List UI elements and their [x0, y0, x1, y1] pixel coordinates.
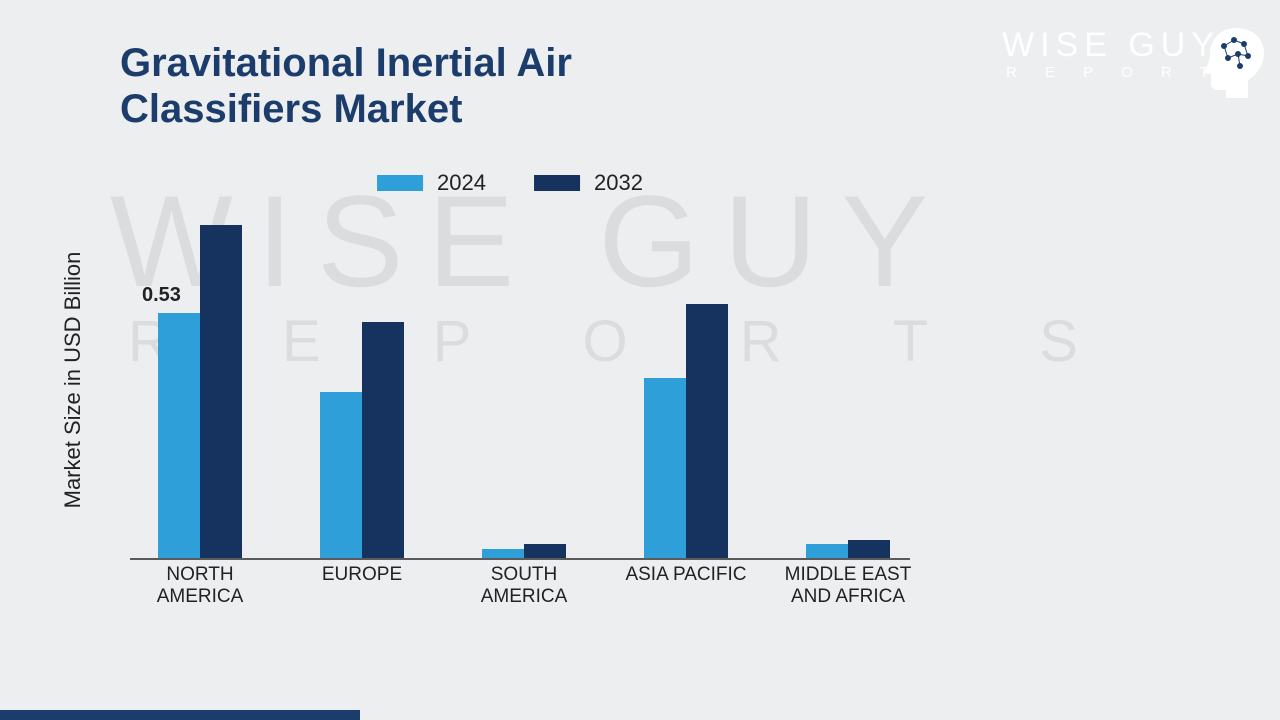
bar-chart: Market Size in USD Billion 2024 2032 0.5…: [100, 170, 920, 650]
legend: 2024 2032: [377, 170, 643, 196]
bar: [524, 544, 566, 558]
legend-item-2024: 2024: [377, 170, 486, 196]
bar: [320, 392, 362, 559]
head-silhouette-icon: [1202, 26, 1268, 100]
right-brand-panel: [1050, 0, 1280, 720]
bar-group: 0.53: [140, 225, 260, 558]
bar: [644, 378, 686, 558]
bar-value-label: 0.53: [142, 284, 181, 307]
bar: [848, 540, 890, 559]
category-label: EUROPE: [297, 564, 427, 586]
bar: [200, 225, 242, 558]
bar: [362, 322, 404, 558]
bar: [806, 544, 848, 558]
bar: [158, 313, 200, 558]
bar: [482, 549, 524, 558]
category-label: NORTH AMERICA: [135, 564, 265, 608]
chart-title: Gravitational Inertial Air Classifiers M…: [120, 40, 770, 132]
bar-group: [302, 322, 422, 558]
bar: [686, 304, 728, 558]
legend-label-2032: 2032: [594, 170, 643, 196]
legend-item-2032: 2032: [534, 170, 643, 196]
legend-label-2024: 2024: [437, 170, 486, 196]
legend-swatch-2032: [534, 175, 580, 191]
brand-logo: WISE GUY R E P O R T S: [1002, 28, 1262, 81]
bar-group: [788, 540, 908, 559]
legend-swatch-2024: [377, 175, 423, 191]
bottom-accent-bar: [0, 710, 360, 720]
category-label: MIDDLE EAST AND AFRICA: [783, 564, 913, 608]
canvas: WISE GUY R E P O R T S Gravitational Ine…: [0, 0, 1280, 720]
y-axis-label: Market Size in USD Billion: [60, 252, 86, 509]
bar-group: [626, 304, 746, 558]
category-label: ASIA PACIFIC: [621, 564, 751, 586]
category-label: SOUTH AMERICA: [459, 564, 589, 608]
plot-area: 0.53: [130, 190, 910, 560]
bar-group: [464, 544, 584, 558]
